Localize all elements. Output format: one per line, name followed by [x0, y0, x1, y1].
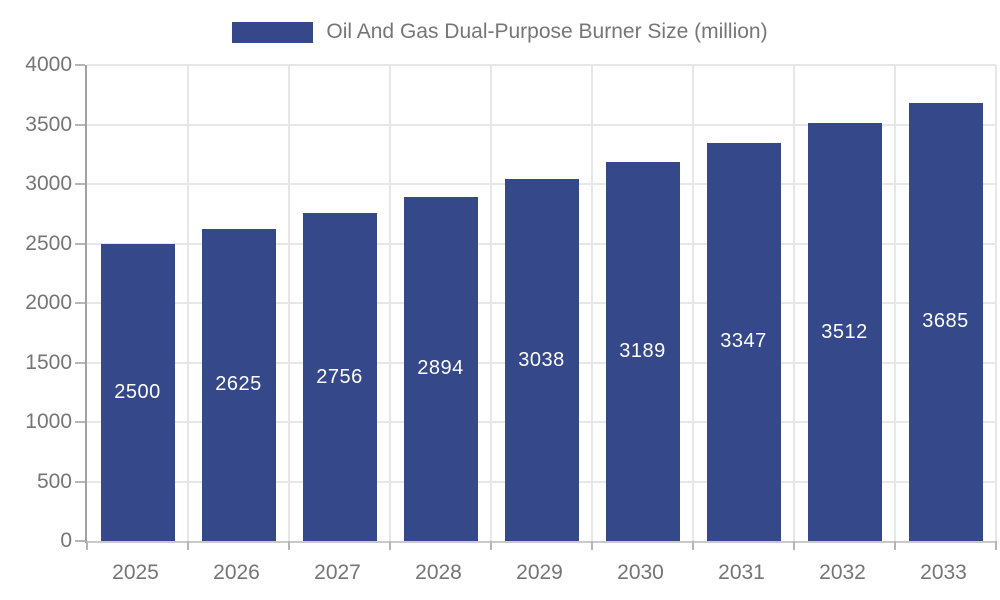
bar-value-label: 2756 — [316, 365, 363, 388]
bar-value-label: 3189 — [619, 339, 666, 362]
y-tick-label: 0 — [60, 529, 72, 552]
bar: 2625 — [201, 228, 276, 541]
bar: 3038 — [504, 179, 579, 541]
bar-value-label: 3685 — [922, 310, 969, 333]
x-tick — [894, 541, 896, 550]
y-tick-label: 2500 — [25, 231, 72, 255]
x-tick — [187, 541, 189, 550]
y-tick — [75, 183, 85, 185]
gridline-vertical — [490, 65, 492, 541]
x-tick — [692, 541, 694, 550]
x-tick-label: 2028 — [415, 561, 462, 584]
y-tick-label: 4000 — [25, 53, 72, 76]
y-tick — [75, 421, 85, 423]
bar-value-label: 2625 — [215, 373, 262, 396]
bar-value-label: 3347 — [720, 330, 767, 353]
y-tick-label: 3500 — [25, 112, 72, 136]
bar: 3685 — [908, 102, 983, 541]
bar-value-label: 3038 — [518, 348, 565, 371]
y-tick-label: 2000 — [25, 291, 72, 314]
gridline-vertical — [995, 65, 997, 541]
y-tick-label: 1500 — [25, 350, 72, 374]
bar-value-label: 3512 — [821, 320, 868, 343]
gridline-horizontal — [87, 64, 996, 66]
y-tick — [75, 64, 85, 66]
gridline-vertical — [692, 65, 694, 541]
bar: 3189 — [605, 161, 680, 541]
y-tick-label: 1000 — [25, 410, 72, 433]
y-tick — [75, 123, 85, 126]
x-tick-label: 2029 — [516, 561, 563, 584]
x-tick-label: 2030 — [617, 561, 664, 584]
x-tick — [793, 541, 795, 550]
gridline-vertical — [591, 65, 593, 541]
y-tick — [75, 480, 85, 483]
gridline-vertical — [793, 65, 795, 541]
x-tick-label: 2032 — [819, 561, 866, 584]
legend: Oil And Gas Dual-Purpose Burner Size (mi… — [0, 20, 1000, 44]
bar: 2894 — [403, 196, 478, 541]
bar: 2500 — [100, 243, 175, 541]
legend-swatch — [232, 21, 314, 43]
y-tick — [75, 540, 85, 542]
gridline-vertical — [894, 65, 896, 541]
gridline-horizontal — [87, 123, 996, 126]
bar: 3512 — [807, 123, 882, 541]
x-tick — [86, 541, 88, 550]
x-tick — [288, 541, 290, 550]
y-tick — [75, 302, 85, 304]
gridline-vertical — [187, 65, 189, 541]
plot-area: 2500 2625 2756 2894 3038 3189 3347 3512 3685 — [75, 64, 997, 550]
x-tick-label: 2033 — [920, 561, 967, 584]
bar: 2756 — [302, 213, 377, 541]
x-tick-label: 2025 — [112, 561, 159, 584]
x-tick — [995, 541, 997, 550]
legend-label: Oil And Gas Dual-Purpose Burner Size (mi… — [326, 20, 768, 43]
y-tick — [75, 242, 85, 245]
y-tick-label: 500 — [36, 469, 72, 493]
x-tick-label: 2026 — [213, 561, 260, 584]
x-tick-label: 2027 — [314, 561, 361, 584]
gridline-vertical — [389, 65, 391, 541]
y-tick — [75, 361, 85, 364]
bar-value-label: 2500 — [114, 380, 161, 403]
x-tick — [591, 541, 593, 550]
gridline-vertical — [288, 65, 290, 541]
bar-value-label: 2894 — [417, 357, 464, 380]
y-tick-label: 3000 — [25, 172, 72, 195]
x-tick-label: 2031 — [718, 561, 765, 584]
x-tick — [389, 541, 391, 550]
bar: 3347 — [706, 142, 781, 541]
x-tick — [490, 541, 492, 550]
